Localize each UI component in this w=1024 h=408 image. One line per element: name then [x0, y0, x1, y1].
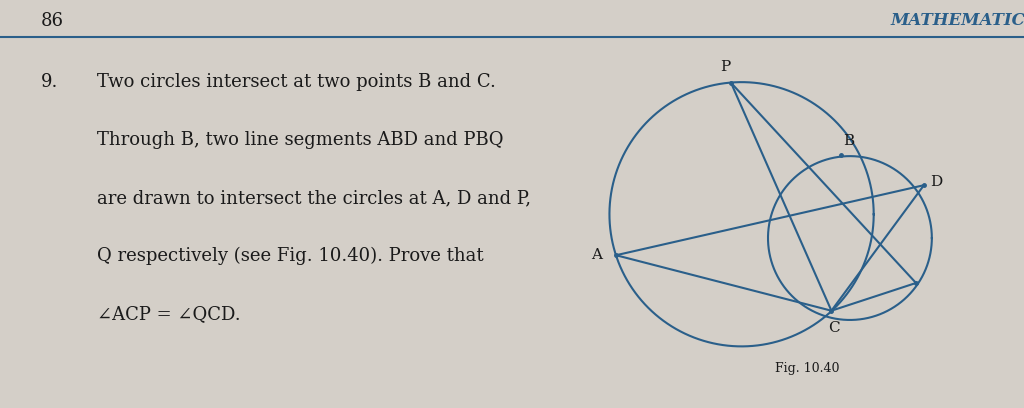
Text: A: A [591, 248, 602, 262]
Text: P: P [720, 60, 730, 75]
Text: ∠ACP = ∠QCD.: ∠ACP = ∠QCD. [97, 305, 241, 323]
Text: Through B, two line segments ABD and PBQ: Through B, two line segments ABD and PBQ [97, 131, 504, 149]
Text: B: B [843, 134, 854, 148]
Text: Fig. 10.40: Fig. 10.40 [775, 362, 840, 375]
Text: C: C [828, 322, 840, 335]
Text: MATHEMATICS: MATHEMATICS [891, 12, 1024, 29]
Text: Two circles intersect at two points B and C.: Two circles intersect at two points B an… [97, 73, 497, 91]
Text: Q respectively (see Fig. 10.40). Prove that: Q respectively (see Fig. 10.40). Prove t… [97, 247, 484, 266]
Text: 9.: 9. [41, 73, 58, 91]
Text: D: D [930, 175, 942, 188]
Text: 86: 86 [41, 12, 63, 30]
Text: are drawn to intersect the circles at A, D and P,: are drawn to intersect the circles at A,… [97, 189, 531, 207]
